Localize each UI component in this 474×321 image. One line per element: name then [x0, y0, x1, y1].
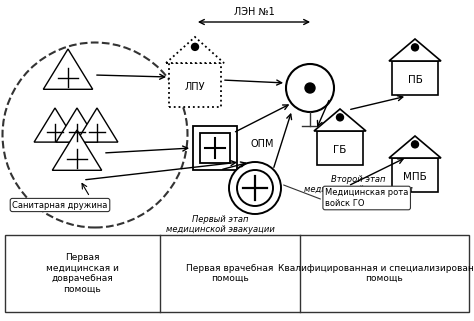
Text: Первый этап
медицинской эвакуации: Первый этап медицинской эвакуации [165, 215, 274, 234]
Circle shape [411, 141, 419, 148]
Text: Первая врачебная
помощь: Первая врачебная помощь [186, 264, 273, 283]
Polygon shape [43, 49, 93, 89]
Polygon shape [166, 37, 224, 63]
Text: ГБ: ГБ [333, 145, 346, 155]
Text: МПБ: МПБ [403, 172, 427, 182]
Polygon shape [200, 133, 230, 163]
Polygon shape [56, 108, 98, 142]
Circle shape [229, 162, 281, 214]
Text: Медицинская рота
войск ГО: Медицинская рота войск ГО [325, 188, 409, 208]
Polygon shape [389, 39, 441, 61]
Text: Квалифицированная и специализированная
помощь: Квалифицированная и специализированная п… [278, 264, 474, 283]
Polygon shape [169, 63, 221, 107]
Polygon shape [314, 109, 366, 131]
Circle shape [337, 114, 344, 121]
Text: ОПМ: ОПМ [251, 139, 274, 149]
Circle shape [411, 44, 419, 51]
Circle shape [191, 43, 199, 50]
Polygon shape [389, 136, 441, 158]
Polygon shape [392, 61, 438, 95]
Polygon shape [34, 108, 76, 142]
Polygon shape [193, 126, 237, 170]
Polygon shape [392, 158, 438, 192]
Circle shape [237, 170, 273, 206]
Text: Санитарная дружина: Санитарная дружина [12, 201, 108, 210]
Polygon shape [5, 235, 469, 312]
Polygon shape [317, 131, 363, 165]
Text: Второй этап
медицинской эвакуации: Второй этап медицинской эвакуации [303, 175, 412, 195]
Circle shape [286, 64, 334, 112]
Text: ЛЭН №1: ЛЭН №1 [234, 7, 274, 17]
Polygon shape [76, 108, 118, 142]
Text: Первая
медицинская и
доврачебная
помощь: Первая медицинская и доврачебная помощь [46, 253, 119, 294]
Text: ПБ: ПБ [408, 75, 422, 85]
Text: ЛПУ: ЛПУ [185, 82, 205, 92]
Polygon shape [52, 130, 102, 170]
Circle shape [305, 83, 315, 93]
